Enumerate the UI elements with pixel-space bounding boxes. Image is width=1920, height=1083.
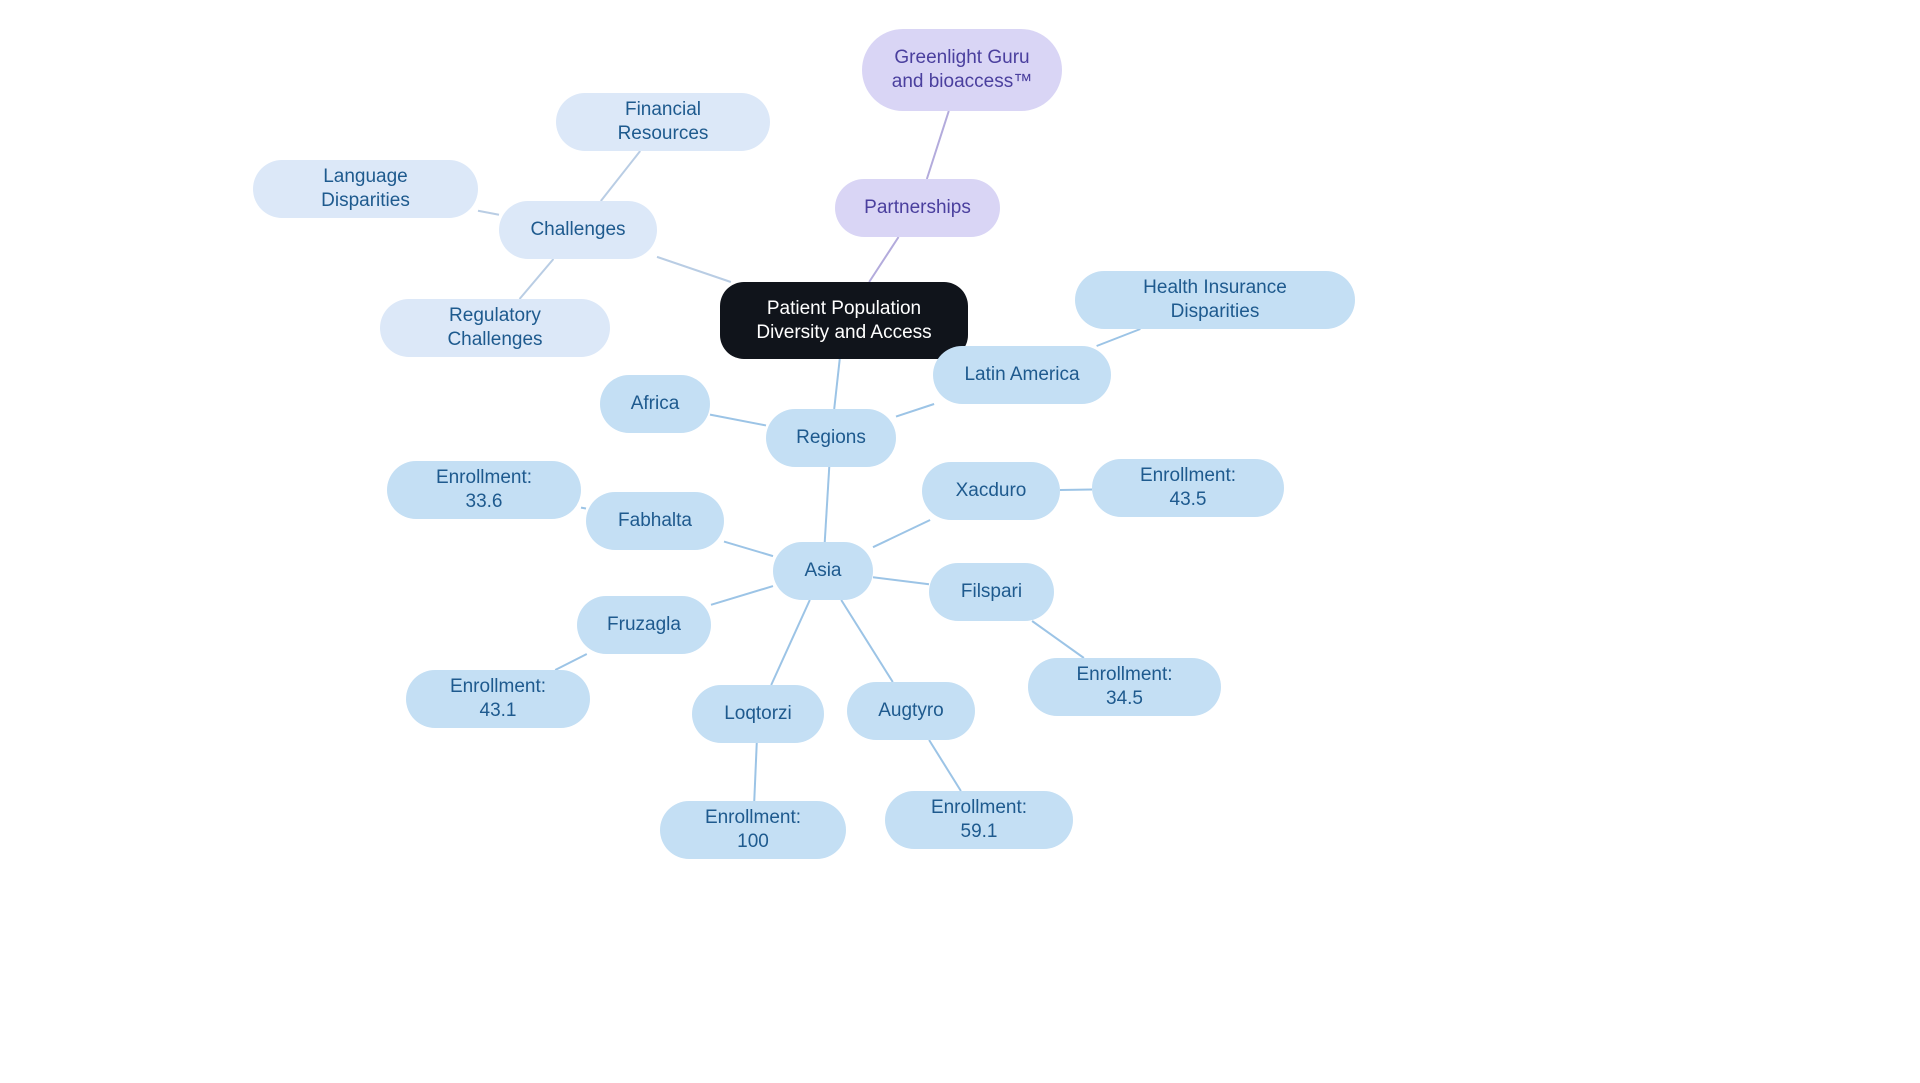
node-challenges: Challenges (499, 201, 657, 259)
node-loqtorzi: Loqtorzi (692, 685, 824, 743)
node-label: Enrollment: 43.5 (1120, 464, 1256, 512)
node-label: Health Insurance Disparities (1103, 276, 1327, 324)
node-latam: Latin America (933, 346, 1111, 404)
node-label: Enrollment: 33.6 (415, 466, 553, 514)
edge (478, 211, 499, 215)
node-root: Patient Population Diversity and Access (720, 282, 968, 359)
edge (710, 415, 766, 426)
node-fru_en: Enrollment: 43.1 (406, 670, 590, 728)
node-label: Enrollment: 100 (688, 806, 818, 854)
edge (834, 359, 840, 409)
edge (896, 404, 934, 417)
node-label: Asia (805, 559, 842, 583)
edge (601, 151, 640, 201)
edge (927, 111, 949, 179)
node-glg: Greenlight Guru and bioaccess™ (862, 29, 1062, 111)
node-lang: Language Disparities (253, 160, 478, 218)
edge (711, 586, 773, 605)
node-label: Latin America (964, 363, 1079, 387)
edge (581, 508, 586, 509)
node-xacduro: Xacduro (922, 462, 1060, 520)
edge (1032, 621, 1084, 658)
edge (825, 467, 830, 542)
edge (555, 654, 587, 670)
edge (929, 740, 961, 791)
node-label: Enrollment: 59.1 (913, 796, 1045, 844)
node-label: Xacduro (956, 479, 1027, 503)
node-finres: Financial Resources (556, 93, 770, 151)
node-partnerships: Partnerships (835, 179, 1000, 237)
node-label: Challenges (530, 218, 625, 242)
node-xac_en: Enrollment: 43.5 (1092, 459, 1284, 517)
node-label: Regions (796, 426, 866, 450)
node-label: Patient Population Diversity and Access (744, 297, 944, 345)
node-africa: Africa (600, 375, 710, 433)
edge (520, 259, 554, 299)
node-label: Greenlight Guru and bioaccess™ (890, 46, 1034, 94)
edge (754, 743, 757, 801)
node-label: Fabhalta (618, 509, 692, 533)
edge (873, 520, 930, 547)
node-label: Filspari (961, 580, 1022, 604)
node-fabhalta: Fabhalta (586, 492, 724, 550)
node-label: Regulatory Challenges (408, 304, 582, 352)
edge (841, 600, 893, 682)
node-reg: Regulatory Challenges (380, 299, 610, 357)
node-fab_en: Enrollment: 33.6 (387, 461, 581, 519)
node-filspari: Filspari (929, 563, 1054, 621)
node-label: Africa (631, 392, 680, 416)
edge (873, 577, 929, 584)
node-label: Enrollment: 43.1 (434, 675, 562, 723)
edge (869, 237, 898, 282)
node-label: Financial Resources (584, 98, 742, 146)
node-regions: Regions (766, 409, 896, 467)
edge (1097, 329, 1141, 346)
node-label: Partnerships (864, 196, 971, 220)
node-label: Loqtorzi (724, 702, 792, 726)
node-label: Augtyro (878, 699, 943, 723)
node-hid: Health Insurance Disparities (1075, 271, 1355, 329)
node-aug_en: Enrollment: 59.1 (885, 791, 1073, 849)
edge (724, 542, 773, 557)
node-label: Enrollment: 34.5 (1056, 663, 1193, 711)
node-fil_en: Enrollment: 34.5 (1028, 658, 1221, 716)
node-augtyro: Augtyro (847, 682, 975, 740)
node-label: Language Disparities (281, 165, 450, 213)
node-fruzagla: Fruzagla (577, 596, 711, 654)
node-asia: Asia (773, 542, 873, 600)
node-label: Fruzagla (607, 613, 681, 637)
node-loq_en: Enrollment: 100 (660, 801, 846, 859)
edge (657, 257, 731, 282)
edge (771, 600, 810, 685)
